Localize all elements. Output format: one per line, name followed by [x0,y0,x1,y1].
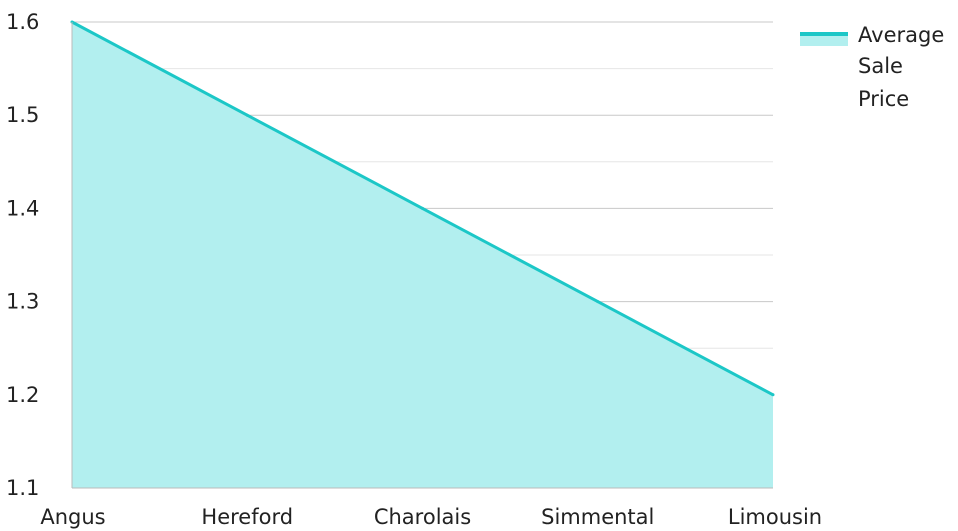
series-area-0 [72,22,773,488]
tick-labels: 1.1 1.2 1.3 1.4 1.5 1.6 Angus Hereford Charolais… [6,10,822,529]
legend-label-line-3: Price [858,87,909,111]
data-point-0-4 [771,393,775,397]
y-tick-label-2: 1.3 [6,290,39,314]
legend-label-line-2: Sale [858,54,903,78]
x-tick-label-2: Charolais [374,505,471,529]
y-tick-label-0: 1.1 [6,476,39,500]
y-tick-label-5: 1.6 [6,10,39,34]
y-tick-label-3: 1.4 [6,196,39,220]
y-tick-label-1: 1.2 [6,383,39,407]
x-tick-label-4: Limousin [728,505,822,529]
x-tick-label-0: Angus [40,505,105,529]
area-series [70,20,775,488]
axes [71,22,773,489]
x-tick-label-1: Hereford [201,505,293,529]
legend-swatch-fill [800,34,848,46]
legend: Average Sale Price [800,23,944,111]
data-point-0-2 [421,206,424,210]
y-tick-label-4: 1.5 [6,103,39,127]
data-point-0-3 [596,300,600,304]
data-point-0-1 [245,113,249,117]
x-tick-label-3: Simmental [541,505,654,529]
legend-label-line-1: Average [858,23,944,47]
